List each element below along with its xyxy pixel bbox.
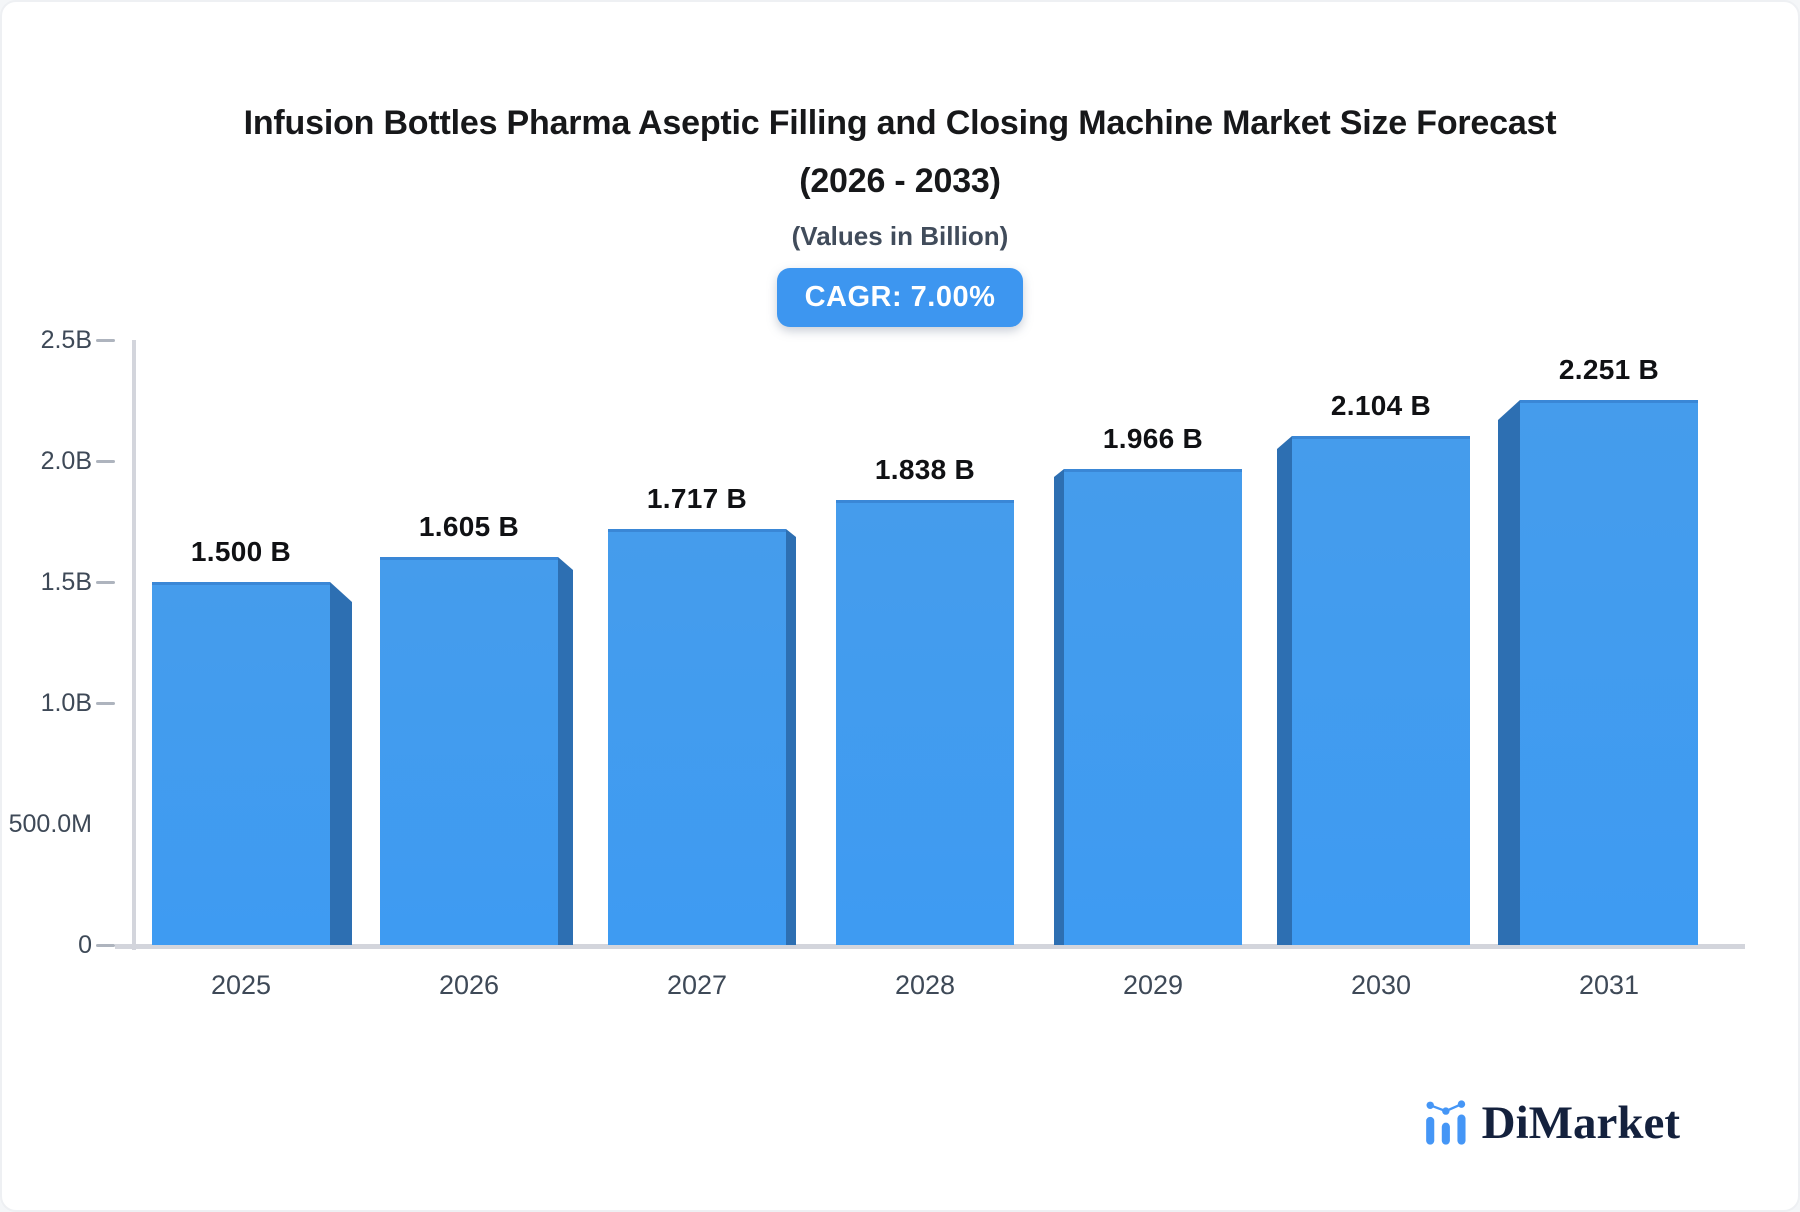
y-axis-line xyxy=(132,340,136,950)
y-axis-tick-label: 1.5B xyxy=(40,568,92,596)
x-axis-label-2026: 2026 xyxy=(438,970,500,1000)
logo-text: DiMarket xyxy=(1481,1096,1680,1149)
bar-front-2031 xyxy=(1520,400,1698,945)
bar-value-label-2026: 1.605 B xyxy=(418,511,520,542)
cagr-badge: CAGR: 7.00% xyxy=(776,267,1024,327)
x-axis-label-2027: 2027 xyxy=(666,970,728,1000)
y-axis-tick-dash xyxy=(96,460,115,463)
bar-front-2027 xyxy=(608,529,786,945)
x-axis-label-2025: 2025 xyxy=(210,970,272,1000)
x-axis-line xyxy=(115,944,1745,949)
bar-side-right-2026 xyxy=(558,557,573,945)
bar-front-2029 xyxy=(1064,469,1242,945)
bar-side-right-2025 xyxy=(330,582,352,945)
bar-value-label-2029: 1.966 B xyxy=(1102,423,1204,454)
y-axis-tick-dash xyxy=(96,702,115,705)
y-axis-tick-dash xyxy=(96,944,115,947)
bar-value-label-2028: 1.838 B xyxy=(874,454,976,485)
x-axis-label-2029: 2029 xyxy=(1122,970,1184,1000)
bar-value-label-2025: 1.500 B xyxy=(190,536,292,567)
x-axis-label-2030: 2030 xyxy=(1350,970,1412,1000)
bar-front-2030 xyxy=(1292,436,1470,945)
chart-header: Infusion Bottles Pharma Aseptic Filling … xyxy=(2,2,1798,327)
bar-front-2025 xyxy=(152,582,330,945)
y-axis-tick-label: 1.0B xyxy=(40,689,92,717)
bar-chart-logo-icon xyxy=(1425,1100,1466,1145)
bar-value-label-2030: 2.104 B xyxy=(1330,390,1432,421)
bar-value-label-2031: 2.251 B xyxy=(1558,354,1660,385)
y-axis-tick-label: 2.5B xyxy=(40,326,92,354)
bar-side-left-2030 xyxy=(1277,436,1292,945)
y-axis-tick-label: 500.0M xyxy=(8,810,92,838)
y-axis-tick-dash xyxy=(96,339,115,342)
y-axis-tick-dash xyxy=(96,581,115,584)
bar-side-left-2031 xyxy=(1498,400,1520,945)
chart-title-line1: Infusion Bottles Pharma Aseptic Filling … xyxy=(243,104,1557,142)
bar-side-left-2029 xyxy=(1054,469,1064,945)
x-axis-label-2031: 2031 xyxy=(1578,970,1640,1000)
bar-front-2028 xyxy=(836,500,1014,945)
x-axis-label-2028: 2028 xyxy=(894,970,956,1000)
chart-title-line2: (2026 - 2033) xyxy=(799,162,1001,201)
dimarket-logo: DiMarket xyxy=(1425,1096,1680,1149)
bar-front-2026 xyxy=(380,557,558,945)
bar-value-label-2027: 1.717 B xyxy=(646,483,748,514)
chart-subtitle: (Values in Billion) xyxy=(791,220,1009,251)
y-axis-tick-label: 0 xyxy=(78,931,92,959)
y-axis-tick-label: 2.0B xyxy=(40,447,92,475)
bar-side-right-2027 xyxy=(786,529,796,945)
